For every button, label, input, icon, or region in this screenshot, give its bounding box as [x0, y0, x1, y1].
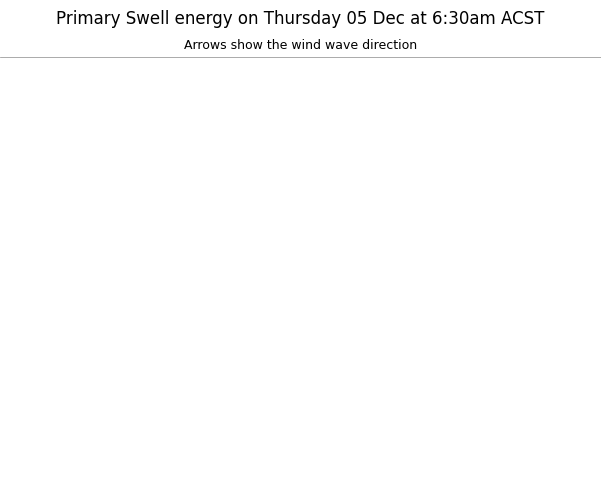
Text: Primary Swell energy on Thursday 05 Dec at 6:30am ACST: Primary Swell energy on Thursday 05 Dec …	[56, 10, 545, 28]
Text: Arrows show the wind wave direction: Arrows show the wind wave direction	[184, 39, 417, 52]
Text: cartopy required: cartopy required	[219, 264, 382, 283]
